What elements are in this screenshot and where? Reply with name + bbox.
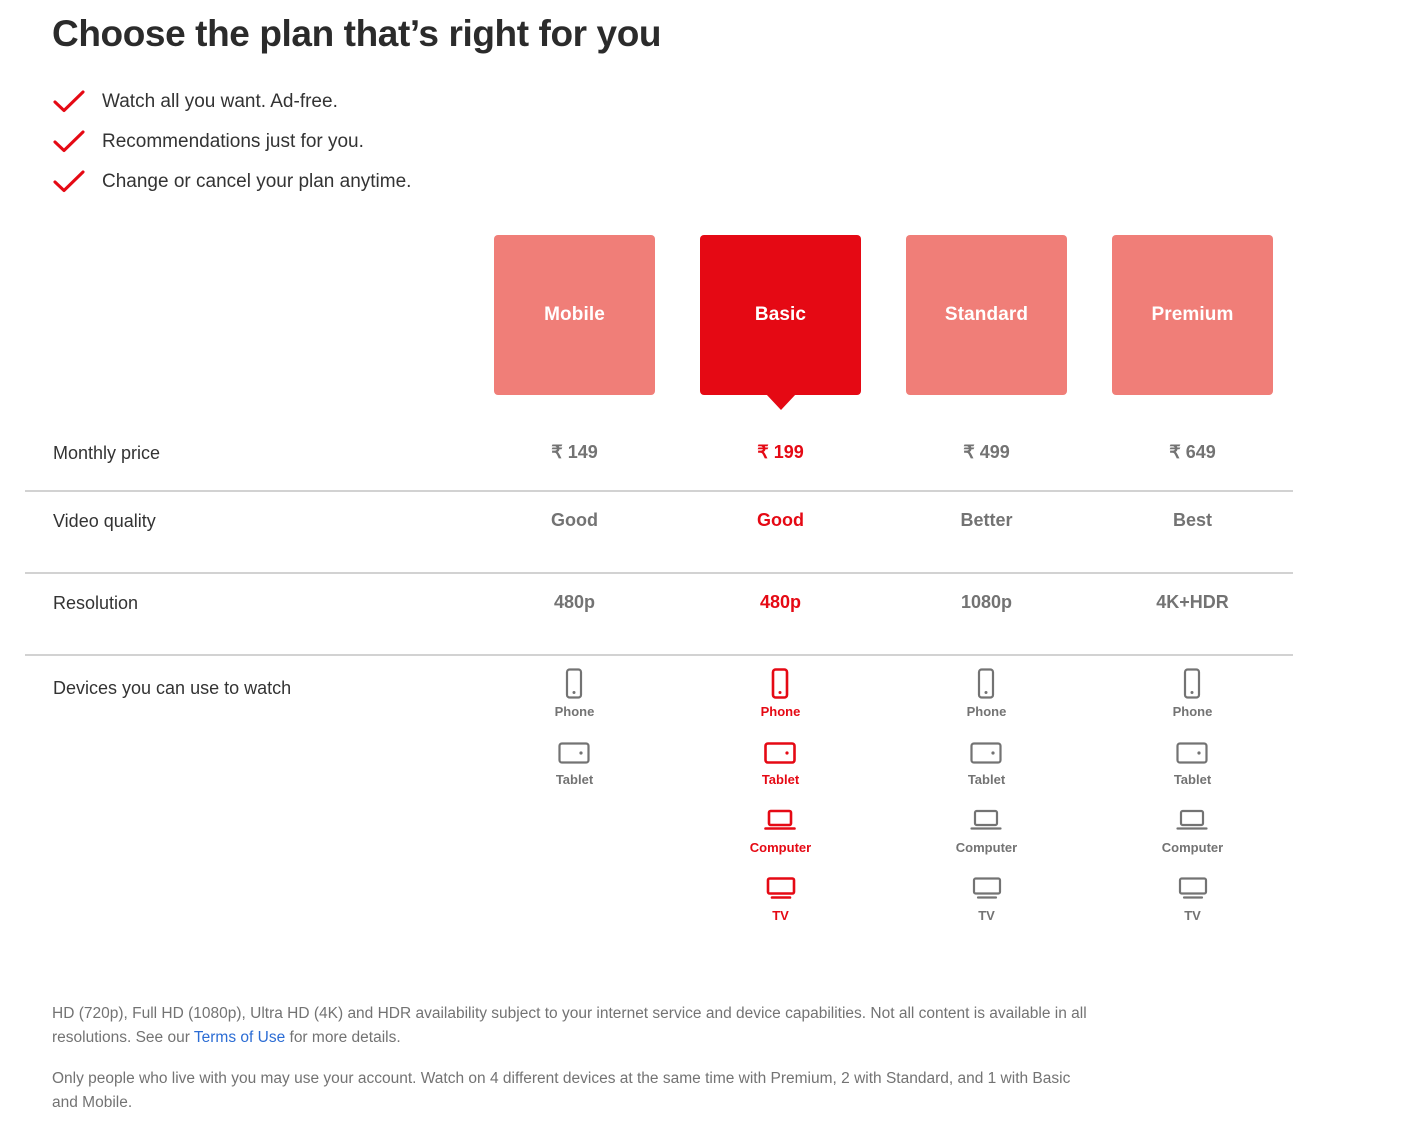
- device-tv: TV: [1174, 872, 1212, 926]
- resolution-value-basic: 480p: [759, 592, 802, 612]
- device-phone: Phone: [760, 668, 801, 722]
- footer-note-text-after: for more details.: [285, 1029, 401, 1046]
- device-computer: Computer: [956, 804, 1017, 858]
- computer-icon: [1174, 804, 1210, 838]
- resolution-value-mobile: 480p: [553, 592, 596, 612]
- plan-card-basic[interactable]: Basic: [700, 235, 861, 410]
- table-row-resolution: Resolution 480p 480p 1080p 4K+HDR: [25, 574, 1293, 656]
- device-tablet: Tablet: [762, 736, 799, 790]
- tablet-icon: [1175, 736, 1209, 770]
- benefit-label: Change or cancel your plan anytime.: [102, 171, 412, 192]
- row-label-devices: Devices you can use to watch: [53, 678, 292, 698]
- benefit-item: Change or cancel your plan anytime.: [52, 162, 752, 202]
- device-list-basic: Phone Tablet Computer TV: [700, 656, 861, 940]
- device-phone: Phone: [966, 668, 1007, 722]
- tablet-icon: [763, 736, 797, 770]
- price-value-basic: ₹ 199: [757, 442, 804, 462]
- check-icon: [52, 169, 86, 195]
- row-values-monthly-price: ₹ 149 ₹ 199 ₹ 499 ₹ 649: [494, 424, 1293, 463]
- benefits-list: Watch all you want. Ad-free. Recommendat…: [52, 82, 752, 202]
- device-label: Phone: [554, 704, 595, 719]
- device-tablet: Tablet: [556, 736, 593, 790]
- phone-icon: [563, 668, 585, 702]
- plan-card-label: Mobile: [544, 304, 605, 325]
- row-label-resolution: Resolution: [53, 593, 139, 613]
- footer-note-resolutions: HD (720p), Full HD (1080p), Ultra HD (4K…: [52, 1002, 1092, 1050]
- phone-icon: [1181, 668, 1203, 702]
- table-row-devices: Devices you can use to watch Phone Table…: [25, 656, 1293, 956]
- benefit-item: Watch all you want. Ad-free.: [52, 82, 752, 122]
- footer-note-text-before: HD (720p), Full HD (1080p), Ultra HD (4K…: [52, 1005, 1087, 1046]
- benefit-label: Watch all you want. Ad-free.: [102, 91, 338, 112]
- phone-icon: [769, 668, 791, 702]
- row-values-resolution: 480p 480p 1080p 4K+HDR: [494, 574, 1293, 613]
- device-label: Phone: [966, 704, 1007, 719]
- device-list-standard: Phone Tablet Computer TV: [906, 656, 1067, 940]
- price-value-premium: ₹ 649: [1169, 442, 1216, 462]
- device-label: Phone: [1172, 704, 1213, 719]
- footer-notes: HD (720p), Full HD (1080p), Ultra HD (4K…: [52, 1002, 1092, 1122]
- table-row-video-quality: Video quality Good Good Better Best: [25, 492, 1293, 574]
- device-label: Phone: [760, 704, 801, 719]
- device-list-mobile: Phone Tablet: [494, 656, 655, 940]
- benefit-label: Recommendations just for you.: [102, 131, 364, 152]
- device-list-premium: Phone Tablet Computer TV: [1112, 656, 1273, 940]
- device-label: TV: [772, 908, 789, 923]
- device-label: Computer: [955, 840, 1018, 855]
- footer-note-household: Only people who live with you may use yo…: [52, 1070, 1071, 1111]
- device-phone: Phone: [554, 668, 595, 722]
- price-value-mobile: ₹ 149: [551, 442, 598, 462]
- tablet-icon: [969, 736, 1003, 770]
- plan-comparison-table: Monthly price ₹ 149 ₹ 199 ₹ 499 ₹ 649 Video…: [25, 424, 1293, 956]
- tv-icon: [762, 872, 800, 906]
- plan-card-grid: Mobile Basic Standard Premium: [494, 235, 1274, 410]
- device-label: Computer: [749, 840, 812, 855]
- row-label-video-quality: Video quality: [53, 511, 156, 531]
- device-label: Computer: [1161, 840, 1224, 855]
- tablet-icon: [557, 736, 591, 770]
- check-icon: [52, 89, 86, 115]
- page-title: Choose the plan that’s right for you: [52, 13, 662, 54]
- row-values-devices: Phone Tablet Phone Tablet Computer TV Ph…: [494, 656, 1293, 940]
- device-tablet: Tablet: [1174, 736, 1211, 790]
- device-label: Tablet: [1173, 772, 1212, 787]
- tv-icon: [1174, 872, 1212, 906]
- device-tv: TV: [968, 872, 1006, 926]
- computer-icon: [762, 804, 798, 838]
- benefit-item: Recommendations just for you.: [52, 122, 752, 162]
- device-phone: Phone: [1172, 668, 1213, 722]
- device-label: Tablet: [761, 772, 800, 787]
- device-computer: Computer: [750, 804, 811, 858]
- plan-card-label: Standard: [944, 304, 1029, 325]
- resolution-value-standard: 1080p: [960, 592, 1013, 612]
- device-label: Tablet: [967, 772, 1006, 787]
- device-label: TV: [1184, 908, 1201, 923]
- device-label: Tablet: [555, 772, 594, 787]
- row-values-video-quality: Good Good Better Best: [494, 492, 1293, 531]
- device-tv: TV: [762, 872, 800, 926]
- plan-card-mobile[interactable]: Mobile: [494, 235, 655, 395]
- selected-plan-pointer-icon: [765, 394, 796, 410]
- price-value-standard: ₹ 499: [963, 442, 1010, 462]
- quality-value-premium: Best: [1172, 510, 1212, 530]
- row-label-monthly-price: Monthly price: [53, 443, 161, 463]
- device-tablet: Tablet: [968, 736, 1005, 790]
- computer-icon: [968, 804, 1004, 838]
- plan-card-premium[interactable]: Premium: [1112, 235, 1273, 395]
- check-icon: [52, 129, 86, 155]
- plan-card-label: Premium: [1151, 304, 1234, 325]
- table-row-monthly-price: Monthly price ₹ 149 ₹ 199 ₹ 499 ₹ 649: [25, 424, 1293, 492]
- device-label: TV: [978, 908, 995, 923]
- resolution-value-premium: 4K+HDR: [1156, 592, 1229, 612]
- quality-value-mobile: Good: [551, 510, 598, 530]
- plan-card-standard[interactable]: Standard: [906, 235, 1067, 395]
- phone-icon: [975, 668, 997, 702]
- device-computer: Computer: [1162, 804, 1223, 858]
- tv-icon: [968, 872, 1006, 906]
- terms-of-use-link[interactable]: Terms of Use: [193, 1029, 286, 1046]
- quality-value-basic: Good: [757, 510, 804, 530]
- quality-value-standard: Better: [960, 510, 1013, 530]
- plan-card-label: Basic: [754, 304, 807, 325]
